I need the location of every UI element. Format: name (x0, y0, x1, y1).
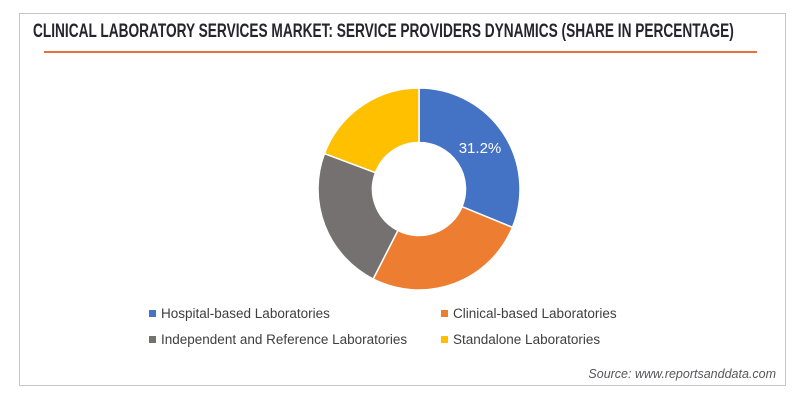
donut-slice-1 (372, 205, 514, 291)
slice-data-label-0: 31.2% (459, 140, 502, 157)
legend-marker-hospital-based (149, 310, 156, 317)
legend-label-independent-reference: Independent and Reference Laboratories (161, 332, 408, 347)
donut-slice-2 (317, 152, 399, 280)
legend-label-clinical-based: Clinical-based Laboratories (453, 306, 617, 321)
legend-item-standalone: Standalone Laboratories (441, 331, 600, 348)
legend-label-hospital-based: Hospital-based Laboratories (161, 306, 330, 321)
chart-card (19, 13, 786, 386)
title-underline (44, 51, 757, 53)
donut-slice-3 (323, 87, 420, 174)
legend-item-clinical-based: Clinical-based Laboratories (441, 305, 617, 322)
legend-marker-independent-reference (149, 336, 156, 343)
source-attribution: Source: www.reportsanddata.com (588, 367, 776, 381)
legend-marker-clinical-based (441, 310, 448, 317)
donut-slice-0 (418, 87, 521, 229)
legend-item-hospital-based: Hospital-based Laboratories (149, 305, 330, 322)
legend-item-independent-reference: Independent and Reference Laboratories (149, 331, 407, 348)
legend-label-standalone: Standalone Laboratories (453, 332, 601, 347)
chart-title: CLINICAL LABORATORY SERVICES MARKET: SER… (33, 21, 734, 42)
legend-marker-standalone (441, 336, 448, 343)
